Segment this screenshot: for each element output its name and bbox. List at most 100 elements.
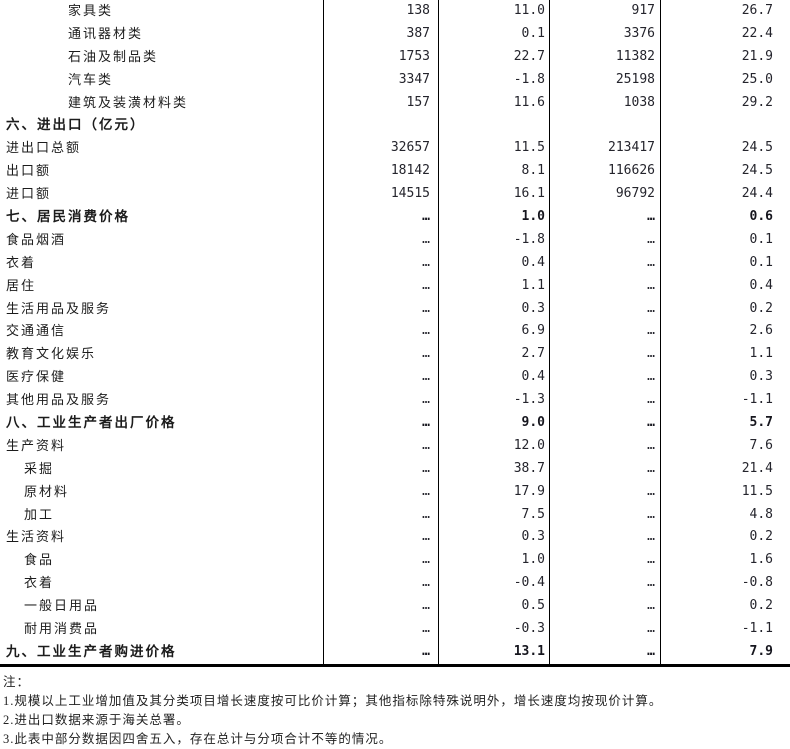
growth-cell: 0.1 [660, 251, 790, 275]
value-cell [323, 114, 438, 138]
table-row: 居住… 1.1… 0.4 [0, 274, 790, 298]
indicator-label: 医疗保健 [6, 369, 67, 385]
growth-cell: 1.1 [438, 274, 549, 298]
table-row: 生活资料… 0.3… 0.2 [0, 526, 790, 550]
growth-cell: 13.1 [438, 640, 549, 664]
growth-cell: 21.4 [660, 457, 790, 481]
value-cell: 3376 [549, 22, 660, 46]
value-cell: … [549, 595, 660, 619]
growth-cell: 1.6 [660, 549, 790, 573]
value-cell: 1753 [323, 45, 438, 69]
growth-cell: -0.3 [438, 618, 549, 641]
table-row: 食品烟酒… -1.8… 0.1 [0, 228, 790, 252]
growth-cell: -1.1 [660, 389, 790, 413]
table-row: 教育文化娱乐… 2.7… 1.1 [0, 343, 790, 367]
value-cell: … [323, 503, 438, 527]
indicator-label: 七、居民消费价格 [6, 209, 130, 225]
value-cell: 1038 [549, 91, 660, 115]
value-cell: … [323, 434, 438, 458]
growth-cell: 29.2 [660, 91, 790, 115]
growth-cell: -0.4 [438, 572, 549, 596]
table-row: 石油及制品类 1753 22.7 11382 21.9 [0, 45, 790, 69]
value-cell: 157 [323, 91, 438, 115]
growth-cell: 7.6 [660, 434, 790, 458]
indicator-label: 生产资料 [6, 437, 67, 453]
table-row: 食品… 1.0… 1.6 [0, 549, 790, 573]
indicator-label: 居住 [6, 277, 37, 293]
growth-cell: 1.0 [438, 549, 549, 573]
growth-cell: 0.4 [438, 251, 549, 275]
indicator-label: 加工 [24, 506, 55, 522]
table-row: 生产资料… 12.0… 7.6 [0, 434, 790, 458]
value-cell: 138 [323, 0, 438, 23]
growth-cell: 0.4 [660, 274, 790, 298]
value-cell: … [323, 412, 438, 435]
growth-cell: 0.1 [438, 22, 549, 46]
growth-cell: 2.6 [660, 320, 790, 344]
value-cell: … [549, 572, 660, 596]
growth-cell: 16.1 [438, 183, 549, 207]
growth-cell: 7.5 [438, 503, 549, 527]
growth-cell: 0.3 [438, 297, 549, 321]
value-cell: … [323, 297, 438, 321]
value-cell: … [323, 389, 438, 413]
value-cell: … [549, 389, 660, 413]
indicator-label: 耐用消费品 [24, 621, 100, 637]
indicator-label: 进口额 [6, 186, 52, 202]
growth-cell: 11.6 [438, 91, 549, 115]
value-cell: … [549, 412, 660, 435]
growth-cell: 11.5 [438, 137, 549, 161]
indicator-label: 生活用品及服务 [6, 300, 112, 316]
table-row: 出口额 18142 8.1 116626 24.5 [0, 160, 790, 184]
growth-cell: 22.4 [660, 22, 790, 46]
growth-cell: 12.0 [438, 434, 549, 458]
table-row: 九、工业生产者购进价格… 13.1… 7.9 [0, 640, 790, 664]
table-row: 耐用消费品… -0.3… -1.1 [0, 618, 790, 641]
indicator-label: 生活资料 [6, 529, 67, 545]
indicator-label: 食品烟酒 [6, 231, 67, 247]
growth-cell: 0.2 [660, 595, 790, 619]
indicator-label: 食品 [24, 552, 55, 568]
table-row: 八、工业生产者出厂价格… 9.0… 5.7 [0, 412, 790, 435]
indicator-label: 一般日用品 [24, 598, 100, 614]
growth-cell: 17.9 [438, 480, 549, 504]
value-cell: … [549, 274, 660, 298]
growth-cell: 0.6 [660, 206, 790, 229]
footnote-title: 注： [3, 674, 31, 689]
value-cell: … [549, 480, 660, 504]
indicator-label: 衣着 [24, 575, 55, 591]
growth-cell: -1.3 [438, 389, 549, 413]
growth-cell: 0.2 [660, 297, 790, 321]
growth-cell: 21.9 [660, 45, 790, 69]
indicator-label: 原材料 [24, 483, 70, 499]
indicator-label: 交通通信 [6, 323, 67, 339]
indicator-label: 石油及制品类 [68, 48, 159, 64]
indicator-label: 九、工业生产者购进价格 [6, 643, 177, 659]
value-cell: … [323, 480, 438, 504]
value-cell: … [549, 526, 660, 550]
table-row: 七、居民消费价格… 1.0… 0.6 [0, 206, 790, 229]
value-cell [549, 114, 660, 138]
indicator-label: 六、进出口（亿元） [6, 117, 146, 133]
value-cell: … [323, 343, 438, 367]
value-cell: … [549, 251, 660, 275]
value-cell: … [323, 366, 438, 390]
value-cell: … [549, 503, 660, 527]
table-row: 衣着… 0.4… 0.1 [0, 251, 790, 275]
growth-cell: 24.4 [660, 183, 790, 207]
value-cell: … [549, 549, 660, 573]
growth-cell: 9.0 [438, 412, 549, 435]
growth-cell: 2.7 [438, 343, 549, 367]
indicator-label: 出口额 [6, 163, 52, 179]
growth-cell: 11.0 [438, 0, 549, 23]
table-row: 一般日用品… 0.5… 0.2 [0, 595, 790, 619]
table-row: 其他用品及服务… -1.3… -1.1 [0, 389, 790, 413]
value-cell: 11382 [549, 45, 660, 69]
growth-cell: 0.5 [438, 595, 549, 619]
indicator-label: 建筑及装潢材料类 [68, 94, 189, 110]
indicator-label: 其他用品及服务 [6, 392, 112, 408]
table-row: 原材料… 17.9… 11.5 [0, 480, 790, 504]
value-cell: 116626 [549, 160, 660, 184]
growth-cell: 0.3 [660, 366, 790, 390]
table-row: 进口额 14515 16.1 96792 24.4 [0, 183, 790, 207]
